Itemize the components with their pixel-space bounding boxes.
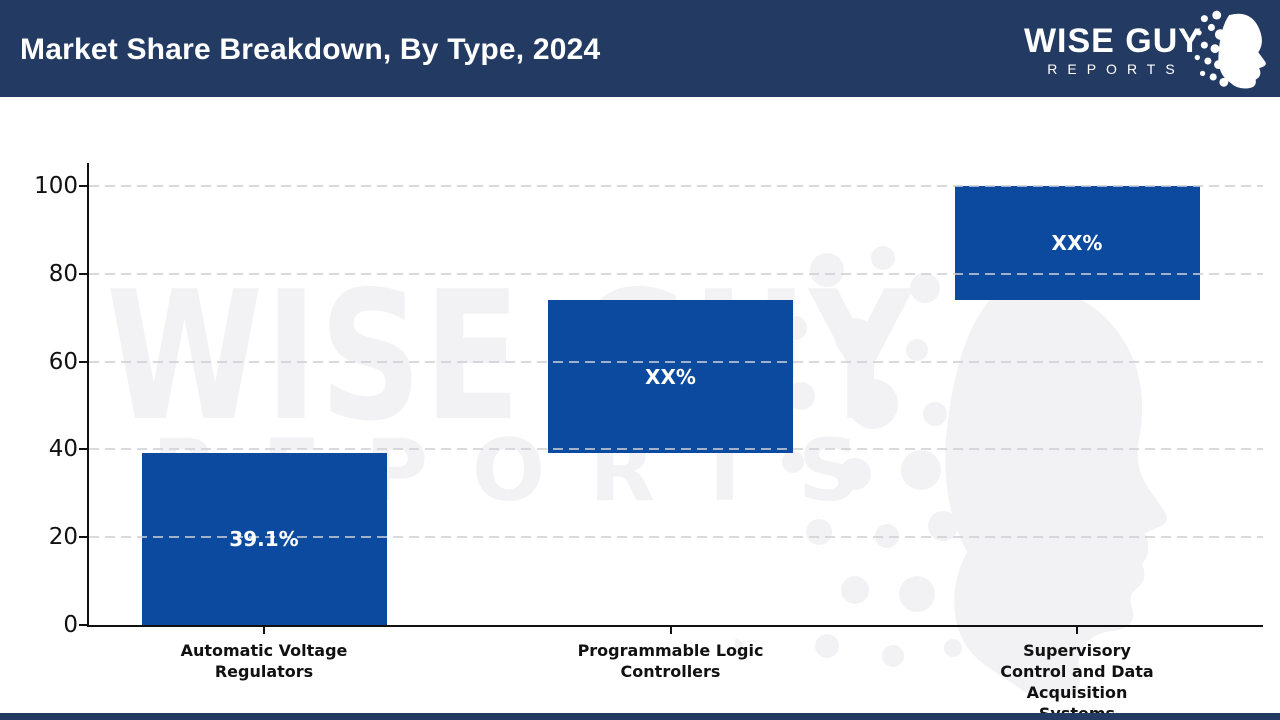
bar-value-label-2: XX% (1051, 231, 1103, 256)
gridline-60 (89, 360, 1263, 363)
category-label-1: Programmable Logic Controllers (577, 641, 764, 681)
watermark-face-icon (735, 246, 1167, 699)
x-axis-line (87, 625, 1263, 627)
y-tick-label-60: 60 (48, 348, 78, 375)
y-tick-label-20: 20 (48, 524, 78, 551)
gridline-100 (89, 185, 1263, 187)
brand-logo: WISE GUY REPORTS (1024, 8, 1272, 92)
gridline-80 (89, 272, 1263, 275)
x-tick-mark-0 (263, 627, 265, 634)
gridline-20 (89, 536, 1263, 539)
y-tick-mark-60 (79, 360, 87, 363)
y-tick-mark-80 (79, 272, 87, 275)
logo-wordmark: WISE GUY (1023, 21, 1202, 60)
gridline-40 (89, 448, 1263, 451)
logo-face-icon (1194, 10, 1266, 89)
footer-bar (0, 713, 1280, 720)
x-tick-mark-2 (1076, 627, 1078, 634)
chart-title: Market Share Breakdown, By Type, 2024 (20, 33, 601, 66)
y-tick-mark-100 (79, 185, 87, 187)
category-label-0: Automatic Voltage Regulators (180, 641, 348, 681)
y-axis-line (87, 163, 89, 627)
y-tick-mark-40 (79, 448, 87, 451)
category-label-2: Supervisory Control and Data Acquisition… (1000, 641, 1154, 720)
y-tick-mark-20 (79, 536, 87, 539)
bar-segment-0 (141, 453, 387, 625)
bar-segment-1 (548, 300, 793, 454)
y-tick-mark-0 (79, 624, 87, 626)
brand-logo-text: WISE GUY REPORTS (1023, 21, 1202, 78)
y-tick-label-40: 40 (48, 436, 78, 463)
y-tick-label-100: 100 (34, 173, 78, 199)
logo-reports-text: REPORTS (1047, 61, 1185, 78)
y-tick-label-0: 0 (63, 612, 78, 638)
bar-value-label-0: 39.1% (229, 527, 299, 552)
bar-value-label-1: XX% (645, 364, 696, 389)
bar-segment-2 (954, 186, 1200, 301)
x-tick-mark-1 (669, 627, 672, 634)
header-bar: Market Share Breakdown, By Type, 2024 (0, 0, 1280, 97)
y-tick-label-80: 80 (48, 260, 78, 287)
